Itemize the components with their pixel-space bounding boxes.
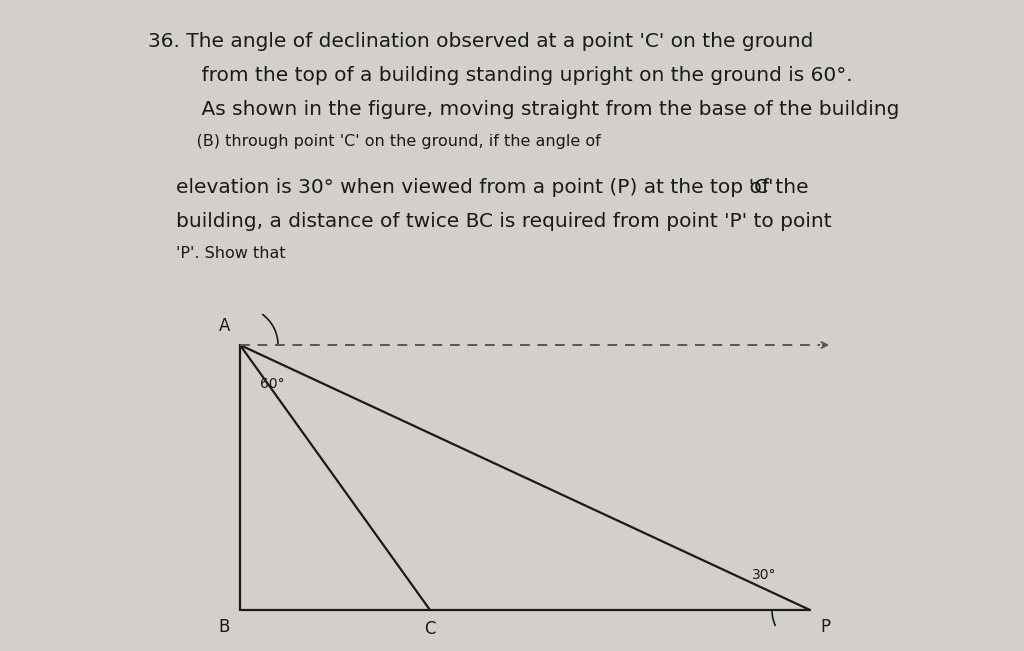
Text: B: B xyxy=(219,618,230,636)
Text: 'P'. Show that: 'P'. Show that xyxy=(176,246,286,261)
Text: C: C xyxy=(424,620,436,638)
Text: 'C': 'C' xyxy=(736,178,773,197)
Text: A: A xyxy=(219,317,230,335)
Text: P: P xyxy=(820,618,830,636)
Text: 36. The angle of declination observed at a point 'C' on the ground: 36. The angle of declination observed at… xyxy=(148,32,813,51)
Text: As shown in the figure, moving straight from the base of the building: As shown in the figure, moving straight … xyxy=(176,100,899,119)
Text: 60°: 60° xyxy=(260,377,285,391)
Text: elevation is 30° when viewed from a point (P) at the top of the: elevation is 30° when viewed from a poin… xyxy=(176,178,809,197)
Text: 30°: 30° xyxy=(752,568,776,582)
Text: building, a distance of twice BC is required from point 'P' to point: building, a distance of twice BC is requ… xyxy=(176,212,831,231)
Text: from the top of a building standing upright on the ground is 60°.: from the top of a building standing upri… xyxy=(176,66,853,85)
Text: (B) through point 'C' on the ground, if the angle of: (B) through point 'C' on the ground, if … xyxy=(176,134,601,149)
